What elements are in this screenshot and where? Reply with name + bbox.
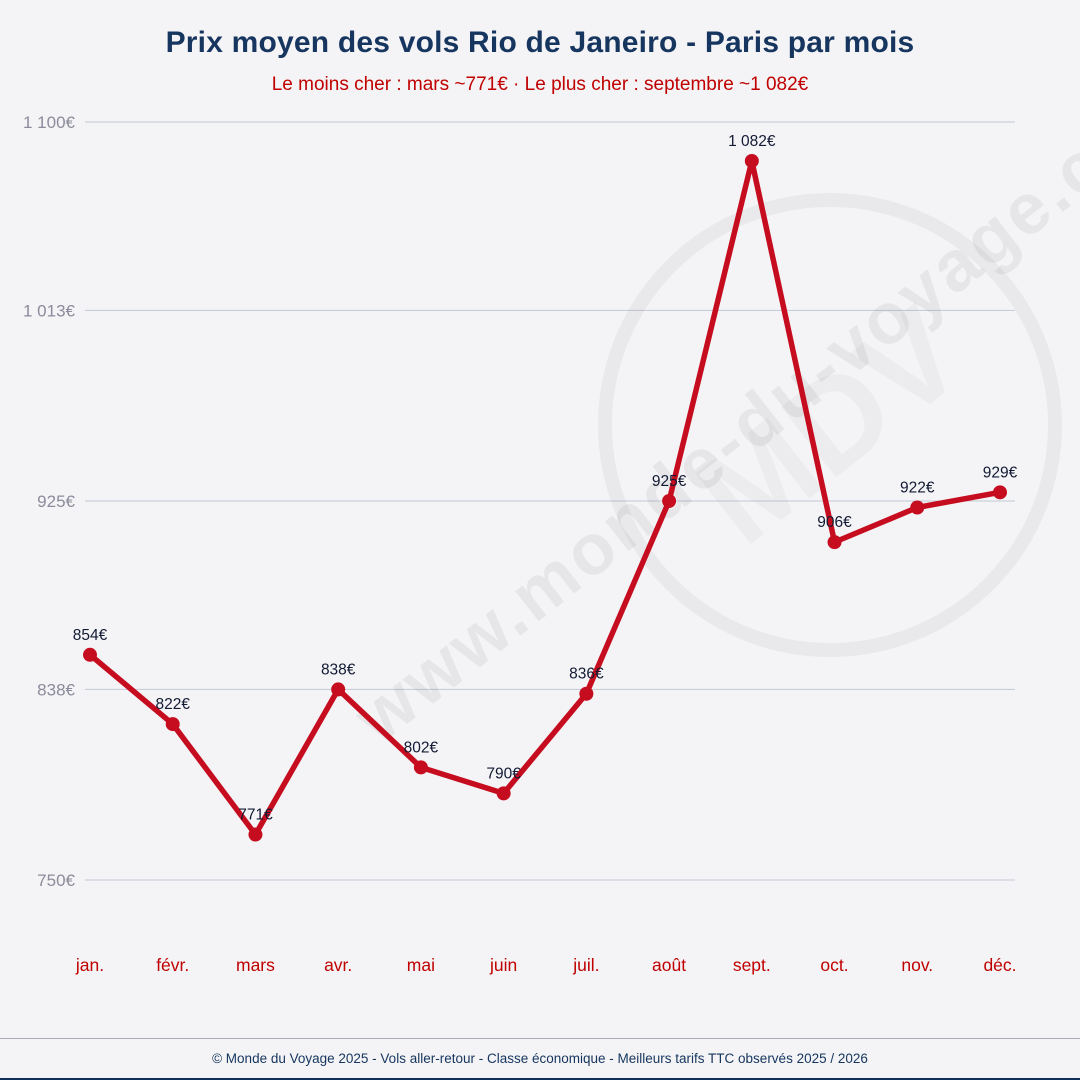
price-line (87, 158, 1003, 838)
y-axis-tick-label: 838€ (37, 680, 75, 699)
x-axis-label: jan. (75, 955, 104, 975)
data-point[interactable] (993, 485, 1007, 500)
x-axis-label: mai (407, 955, 435, 975)
chart-subtitle: Le moins cher : mars ~771€ · Le plus che… (271, 74, 809, 95)
y-axis-tick-label: 1 013€ (23, 301, 76, 320)
x-axis-label: déc. (983, 955, 1016, 975)
data-point-label: 925€ (652, 473, 687, 490)
data-point-label: 771€ (238, 807, 273, 824)
data-point-label: 922€ (900, 479, 935, 496)
y-axis-tick-label: 925€ (37, 492, 75, 511)
footer: © Monde du Voyage 2025 - Vols aller-reto… (0, 1038, 1080, 1080)
data-point[interactable] (910, 500, 925, 515)
price-line-chart: 750€ 838€ 925€ 1 013€ 1 100€ www.monde-du-voy… (0, 95, 1080, 1025)
data-point[interactable] (248, 827, 263, 842)
data-point-label: 790€ (486, 765, 521, 782)
x-axis-label: juin (489, 955, 517, 975)
data-point-label: 822€ (155, 696, 190, 713)
x-axis-label: nov. (901, 955, 933, 975)
y-axis-tick-label: 1 100€ (23, 113, 76, 132)
data-point[interactable] (331, 682, 346, 697)
page-title: Prix moyen des vols Rio de Janeiro - Par… (165, 26, 915, 59)
data-point[interactable] (744, 153, 759, 168)
watermark-circle (598, 193, 1062, 657)
data-point[interactable] (662, 494, 677, 508)
data-point-label: 836€ (569, 666, 604, 683)
data-point-label: 906€ (817, 514, 852, 531)
data-point-label: 854€ (73, 627, 108, 644)
x-axis-label: févr. (156, 955, 189, 975)
footer-text: © Monde du Voyage 2025 - Vols aller-reto… (212, 1051, 868, 1066)
data-point-label: 802€ (404, 739, 439, 756)
data-point-label: 838€ (321, 661, 356, 678)
data-point[interactable] (579, 686, 594, 701)
data-point[interactable] (165, 717, 180, 732)
data-point[interactable] (496, 786, 511, 801)
x-axis-label: oct. (820, 955, 848, 975)
x-axis-label: mars (236, 955, 275, 975)
data-point[interactable] (83, 647, 97, 662)
chart-canvas: 750€ 838€ 925€ 1 013€ 1 100€ www.monde-du-voy… (23, 95, 1080, 975)
data-point-label: 929€ (983, 464, 1018, 481)
data-point-label: 1 082€ (728, 133, 776, 150)
y-axis-tick-label: 750€ (37, 871, 75, 890)
chart-header: Prix moyen des vols Rio de Janeiro - Par… (0, 0, 1080, 96)
data-point[interactable] (413, 760, 428, 775)
data-point[interactable] (827, 535, 842, 550)
x-axis-label: avr. (324, 955, 352, 975)
x-axis-label: sept. (733, 955, 771, 975)
x-axis-label: juil. (572, 955, 599, 975)
x-axis-label: août (652, 955, 686, 975)
